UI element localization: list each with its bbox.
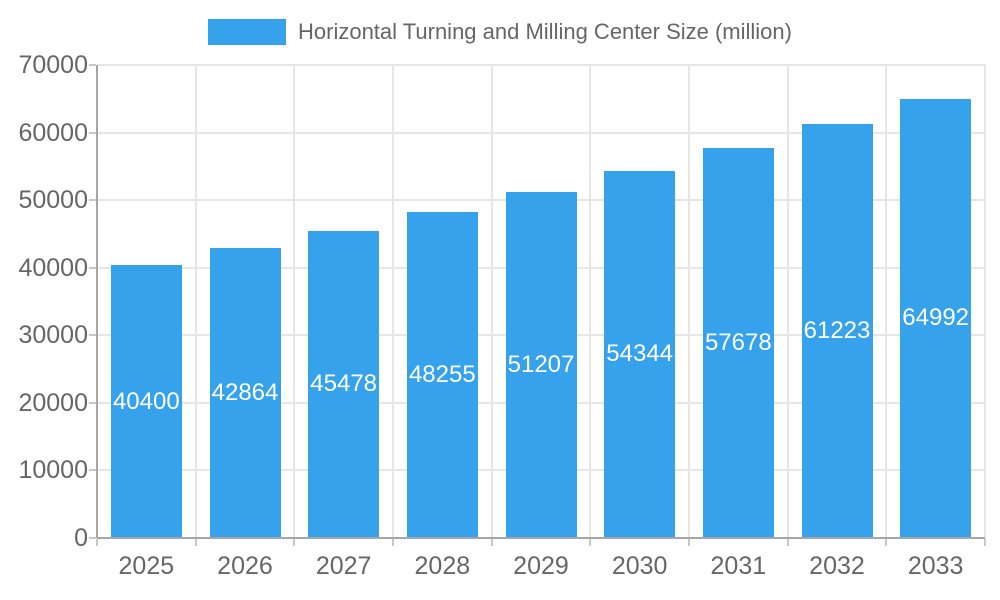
bar-value-label: 48255 <box>408 360 476 388</box>
x-axis-tick <box>293 539 296 546</box>
legend: Horizontal Turning and Milling Center Si… <box>0 19 1000 45</box>
gridline-v <box>688 65 690 538</box>
x-tick-label: 2029 <box>513 552 569 580</box>
x-axis-tick <box>885 539 888 546</box>
x-axis-tick <box>688 539 690 546</box>
plot-area: 40400 42864 45478 48255 51207 54344 57678 61223… <box>96 64 986 539</box>
bar-value-label: 54344 <box>606 340 674 368</box>
bar-2028[interactable] <box>406 211 478 538</box>
x-axis-tick <box>96 539 98 546</box>
x-tick-label: 2031 <box>710 552 767 580</box>
y-axis-tick <box>89 266 96 269</box>
x-axis-tick <box>490 539 493 546</box>
x-axis-tick <box>392 539 394 546</box>
gridline-v <box>392 65 394 538</box>
bar-2031[interactable] <box>702 148 774 538</box>
x-tick-label: 2025 <box>118 552 175 580</box>
y-axis-line <box>96 65 98 538</box>
bar-value-label: 64992 <box>902 304 970 332</box>
x-tick-label: 2033 <box>907 552 964 580</box>
x-axis-tick <box>589 539 592 546</box>
legend-item[interactable]: Horizontal Turning and Milling Center Si… <box>208 19 792 45</box>
x-axis-tick <box>194 539 197 546</box>
x-axis-tick <box>786 539 789 546</box>
x-tick-label: 2027 <box>315 552 372 580</box>
bar-2025[interactable] <box>110 265 182 538</box>
y-tick-label: 50000 <box>18 186 88 215</box>
bar-value-label: 51207 <box>507 350 575 378</box>
gridline-h <box>97 131 985 134</box>
bar-2029[interactable] <box>505 191 577 538</box>
bar-2032[interactable] <box>801 124 873 538</box>
x-tick-label: 2032 <box>809 552 865 580</box>
y-axis-tick <box>89 469 96 472</box>
y-tick-label: 70000 <box>18 51 88 79</box>
gridline-v <box>194 65 197 538</box>
y-tick-label: 0 <box>74 524 88 552</box>
bar-value-label: 40400 <box>112 387 180 415</box>
y-tick-label: 10000 <box>18 456 88 485</box>
y-axis-tick <box>89 401 96 404</box>
x-axis-tick <box>984 539 986 546</box>
bar-value-label: 42864 <box>211 379 279 407</box>
x-axis-line <box>97 537 985 539</box>
y-axis-tick <box>89 131 96 134</box>
legend-swatch-icon <box>208 19 286 45</box>
bar-value-label: 45478 <box>310 370 378 398</box>
y-axis-tick <box>89 537 96 539</box>
y-tick-label: 20000 <box>18 388 88 417</box>
bar-2027[interactable] <box>308 230 380 538</box>
legend-label: Horizontal Turning and Milling Center Si… <box>298 19 792 44</box>
gridline-v <box>786 65 789 538</box>
bar-value-label: 61223 <box>803 317 871 345</box>
bar-2030[interactable] <box>604 170 676 538</box>
y-axis-tick <box>89 199 96 202</box>
x-tick-label: 2028 <box>414 552 471 580</box>
bar-2033[interactable] <box>900 98 972 538</box>
bar-value-label: 57678 <box>704 329 772 357</box>
gridline-v <box>293 65 296 538</box>
x-tick-label: 2030 <box>611 552 668 580</box>
x-tick-label: 2026 <box>217 552 273 580</box>
y-tick-label: 40000 <box>18 253 88 282</box>
y-tick-label: 30000 <box>18 321 88 350</box>
bar-2026[interactable] <box>209 248 281 538</box>
gridline-h <box>97 64 985 66</box>
gridline-v <box>490 65 493 538</box>
gridline-v <box>589 65 592 538</box>
gridline-v <box>984 65 986 538</box>
gridline-v <box>885 65 888 538</box>
y-tick-label: 60000 <box>18 118 88 147</box>
y-axis-tick <box>89 64 96 66</box>
y-axis-tick <box>89 334 96 337</box>
